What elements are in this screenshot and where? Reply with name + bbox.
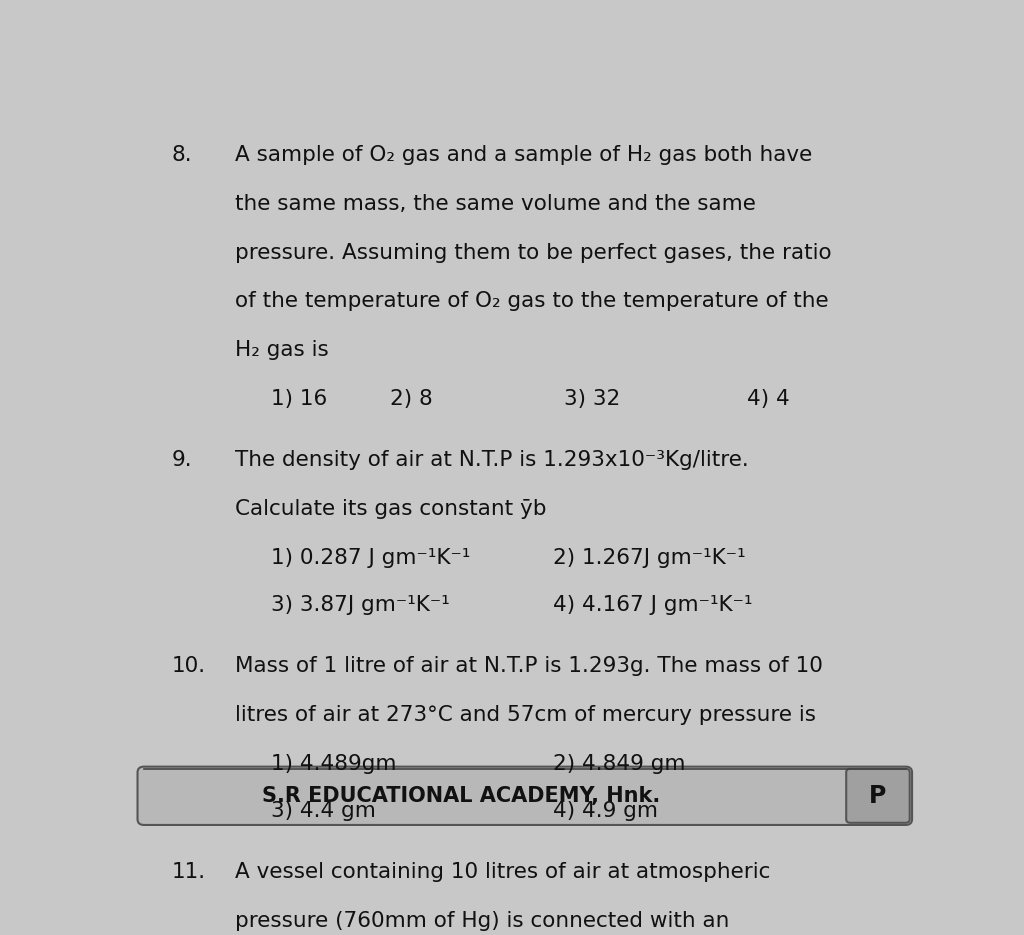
- Text: P: P: [869, 784, 887, 808]
- Text: 2) 4.849 gm: 2) 4.849 gm: [553, 754, 685, 773]
- Text: The density of air at N.T.P is 1.293x10⁻³Kg/litre.: The density of air at N.T.P is 1.293x10⁻…: [236, 450, 749, 470]
- Text: pressure (760mm of Hg) is connected with an: pressure (760mm of Hg) is connected with…: [236, 911, 729, 930]
- Text: 3) 32: 3) 32: [564, 389, 621, 410]
- Text: 2) 1.267J gm⁻¹K⁻¹: 2) 1.267J gm⁻¹K⁻¹: [553, 548, 745, 568]
- Text: 3) 3.87J gm⁻¹K⁻¹: 3) 3.87J gm⁻¹K⁻¹: [270, 596, 450, 615]
- Text: Calculate its gas constant ȳb: Calculate its gas constant ȳb: [236, 498, 547, 519]
- Text: 10.: 10.: [172, 655, 206, 676]
- FancyBboxPatch shape: [137, 767, 912, 825]
- Text: the same mass, the same volume and the same: the same mass, the same volume and the s…: [236, 194, 756, 213]
- Text: Mass of 1 litre of air at N.T.P is 1.293g. The mass of 10: Mass of 1 litre of air at N.T.P is 1.293…: [236, 655, 823, 676]
- Text: 4) 4: 4) 4: [748, 389, 790, 410]
- Text: pressure. Assuming them to be perfect gases, the ratio: pressure. Assuming them to be perfect ga…: [236, 242, 831, 263]
- Text: H₂ gas is: H₂ gas is: [236, 340, 329, 360]
- Text: 1) 4.489gm: 1) 4.489gm: [270, 754, 396, 773]
- Text: 1) 0.287 J gm⁻¹K⁻¹: 1) 0.287 J gm⁻¹K⁻¹: [270, 548, 470, 568]
- Text: 11.: 11.: [172, 862, 206, 882]
- FancyBboxPatch shape: [846, 769, 909, 823]
- Text: 2) 8: 2) 8: [390, 389, 432, 410]
- Text: litres of air at 273°C and 57cm of mercury pressure is: litres of air at 273°C and 57cm of mercu…: [236, 705, 816, 725]
- Text: 8.: 8.: [172, 145, 193, 165]
- Text: A sample of O₂ gas and a sample of H₂ gas both have: A sample of O₂ gas and a sample of H₂ ga…: [236, 145, 812, 165]
- Text: 1) 16: 1) 16: [270, 389, 327, 410]
- Text: of the temperature of O₂ gas to the temperature of the: of the temperature of O₂ gas to the temp…: [236, 292, 828, 311]
- Text: 4) 4.167 J gm⁻¹K⁻¹: 4) 4.167 J gm⁻¹K⁻¹: [553, 596, 752, 615]
- Text: S.R EDUCATIONAL ACADEMY, Hnk.: S.R EDUCATIONAL ACADEMY, Hnk.: [262, 785, 660, 806]
- Text: 4) 4.9 gm: 4) 4.9 gm: [553, 801, 657, 821]
- Text: A vessel containing 10 litres of air at atmospheric: A vessel containing 10 litres of air at …: [236, 862, 770, 882]
- Text: 9.: 9.: [172, 450, 193, 470]
- Text: 3) 4.4 gm: 3) 4.4 gm: [270, 801, 376, 821]
